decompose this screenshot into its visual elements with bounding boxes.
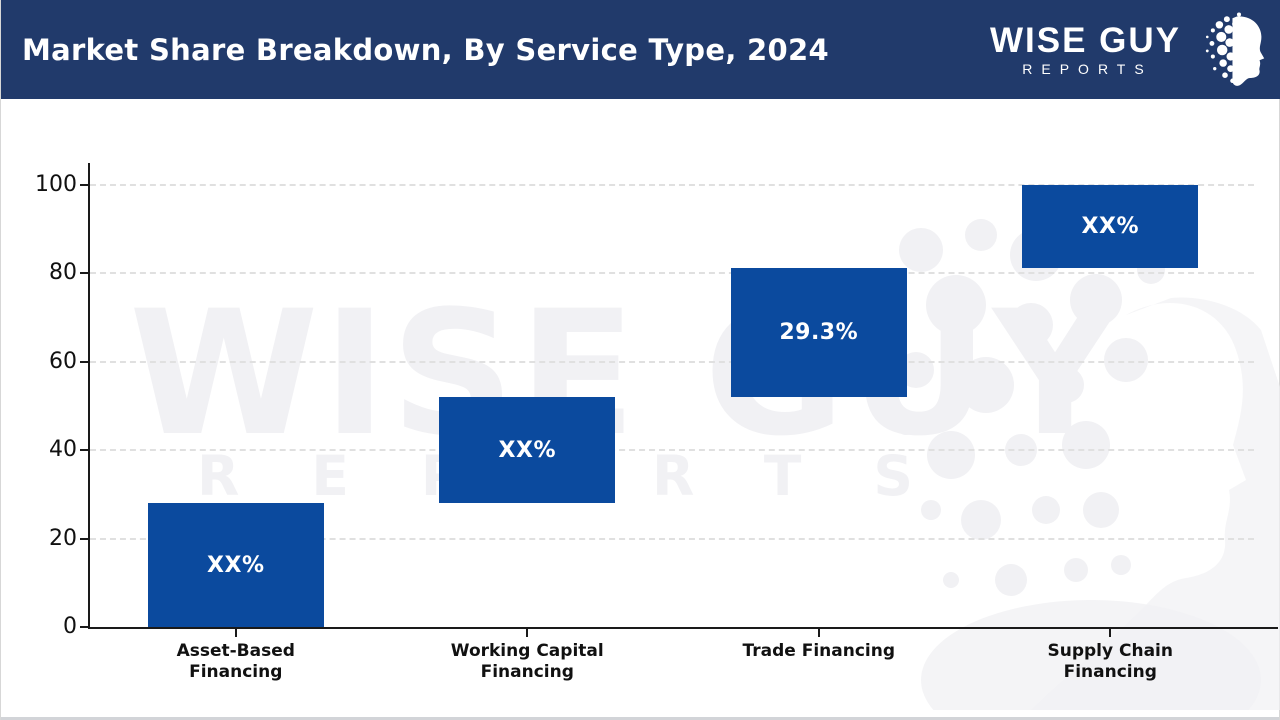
y-tick-mark-100 (80, 184, 88, 187)
gridline-80 (90, 272, 1254, 275)
y-tick-mark-0 (80, 626, 88, 628)
brand-logo-text: WISE GUY REPORTS (990, 23, 1181, 76)
x-category-label-1: Asset-Based Financing (176, 641, 295, 683)
y-axis-line (88, 163, 90, 629)
x-tick-mark-3 (817, 629, 820, 637)
y-tick-label-60: 60 (49, 348, 77, 374)
y-tick-label-80: 80 (49, 260, 77, 286)
bar-2: XX% (439, 397, 616, 504)
logo-wordmark: WISE GUY (989, 21, 1181, 60)
chart-title: Market Share Breakdown, By Service Type,… (22, 32, 829, 67)
bar-value-label: XX% (207, 552, 265, 578)
gridline-40 (90, 449, 1254, 452)
x-category-label-4: Supply Chain Financing (1047, 641, 1174, 683)
y-tick-mark-40 (80, 449, 88, 452)
y-tick-mark-20 (80, 537, 88, 540)
y-tick-mark-60 (80, 360, 88, 363)
page-bottom-border (1, 717, 1279, 720)
x-tick-mark-1 (234, 629, 237, 637)
gridline-20 (90, 537, 1254, 540)
bar-value-label: XX% (498, 437, 556, 463)
gridline-60 (90, 360, 1254, 363)
bar-value-label: 29.3% (779, 319, 859, 345)
y-tick-label-0: 0 (63, 614, 77, 639)
y-tick-label-40: 40 (49, 437, 77, 463)
watermark-face-icon (896, 219, 1280, 710)
bar-4: XX% (1022, 185, 1199, 268)
logo-face-icon (1205, 11, 1265, 86)
y-tick-mark-80 (80, 272, 88, 275)
x-tick-mark-2 (526, 629, 529, 637)
gridline-100 (90, 184, 1254, 187)
x-category-label-3: Trade Financing (742, 641, 896, 661)
y-tick-label-20: 20 (49, 525, 77, 551)
y-tick-label-100: 100 (35, 172, 77, 198)
x-category-label-2: Working Capital Financing (450, 641, 604, 683)
brand-logo: WISE GUY REPORTS (990, 10, 1280, 90)
x-tick-mark-4 (1109, 629, 1112, 637)
bar-1: XX% (147, 503, 324, 627)
logo-subtext: REPORTS (1022, 61, 1153, 77)
bar-3: 29.3% (730, 267, 907, 398)
x-axis-line (88, 627, 1278, 629)
bar-value-label: XX% (1081, 213, 1139, 239)
header-bar: Market Share Breakdown, By Service Type,… (1, 0, 1280, 99)
